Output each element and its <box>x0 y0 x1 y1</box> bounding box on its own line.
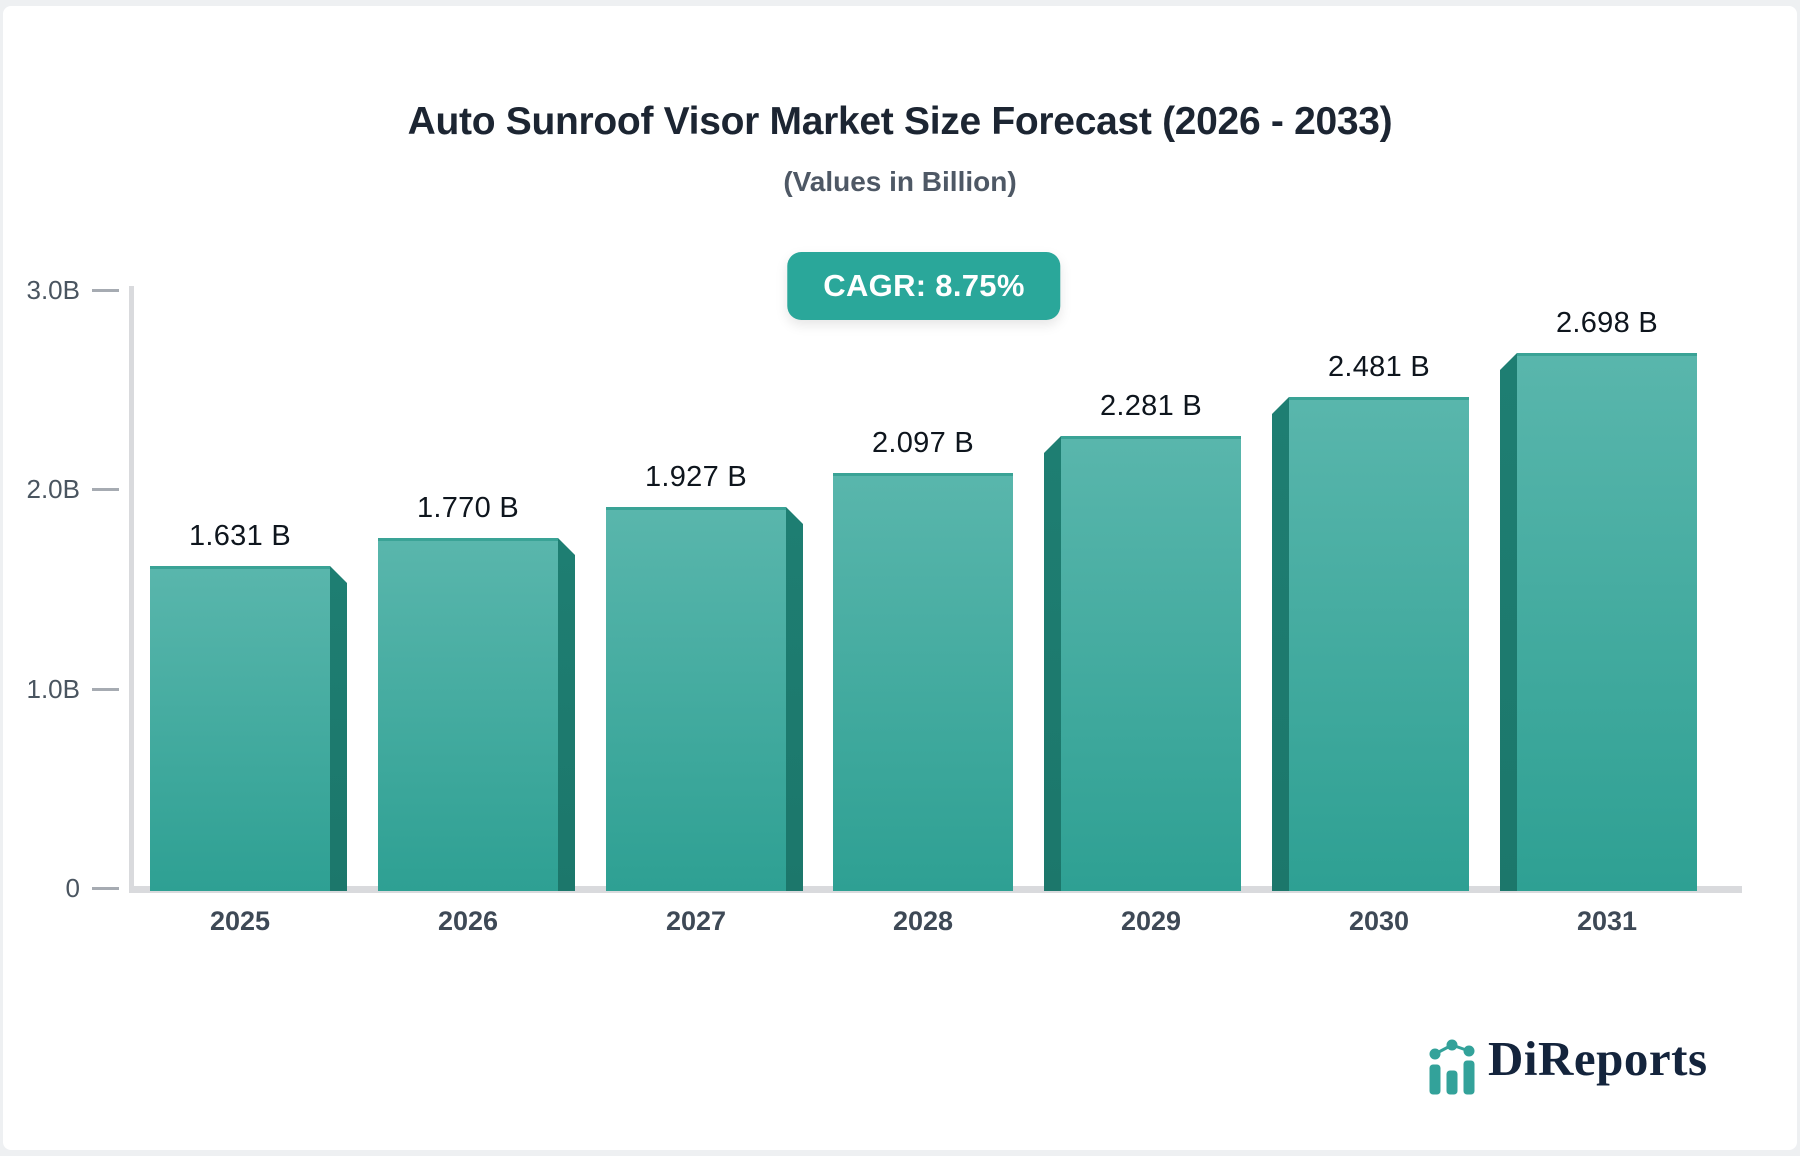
bar-value-label-2027: 1.927 B <box>644 461 748 493</box>
y-axis-line <box>129 286 134 893</box>
chart-title: Auto Sunroof Visor Market Size Forecast … <box>407 100 1393 143</box>
bar-face-2028 <box>833 473 1013 891</box>
bar-face-2029 <box>1061 436 1241 891</box>
bar-face-2027 <box>606 507 786 891</box>
bar-side-2031 <box>1500 353 1517 891</box>
bar-face-2031 <box>1517 353 1697 891</box>
x-year-label-2030: 2030 <box>1348 906 1410 936</box>
y-tick-label: 3.0B <box>26 275 81 306</box>
bar-side-2025 <box>330 566 347 891</box>
y-tick-label: 1.0B <box>26 673 81 704</box>
y-tick-label: 0 <box>65 873 80 903</box>
bar-value-label-2031: 2.698 B <box>1555 307 1659 339</box>
bar-value-label-2029: 2.281 B <box>1099 390 1203 422</box>
bar-side-2026 <box>558 538 575 891</box>
y-tick-dash <box>92 887 119 890</box>
bar-side-2029 <box>1044 436 1061 891</box>
chart-subtitle: (Values in Billion) <box>783 166 1017 197</box>
bar-value-label-2030: 2.481 B <box>1327 351 1431 383</box>
x-year-label-2026: 2026 <box>437 906 499 936</box>
brand-logo: DiReports <box>1428 1030 1708 1100</box>
bar-face-2026 <box>378 538 558 891</box>
y-tick-dash <box>92 488 119 492</box>
x-year-label-2025: 2025 <box>209 906 271 936</box>
x-year-label-2028: 2028 <box>892 906 954 936</box>
bar-value-label-2025: 1.631 B <box>188 520 292 552</box>
x-year-label-2029: 2029 <box>1120 906 1182 936</box>
bar-chart-logo-icon <box>1429 1039 1475 1095</box>
y-tick-label: 2.0B <box>26 474 81 505</box>
bar-side-2030 <box>1272 397 1289 891</box>
x-year-label-2031: 2031 <box>1576 906 1638 936</box>
bar-side-2027 <box>786 507 803 891</box>
bar-value-label-2028: 2.097 B <box>871 427 975 459</box>
cagr-badge: CAGR: 8.75% <box>787 252 1061 320</box>
bar-face-2030 <box>1289 397 1469 891</box>
y-tick-dash <box>92 289 119 293</box>
logo-text: DiReports <box>1488 1031 1708 1086</box>
bar-value-label-2026: 1.770 B <box>416 492 520 524</box>
y-tick-dash <box>92 687 119 691</box>
x-year-label-2027: 2027 <box>665 906 727 936</box>
bar-face-2025 <box>150 566 330 891</box>
